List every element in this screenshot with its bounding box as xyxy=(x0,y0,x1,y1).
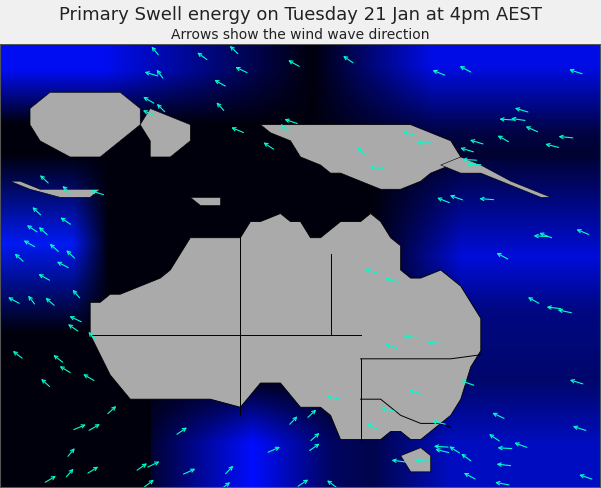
Polygon shape xyxy=(90,213,481,440)
Polygon shape xyxy=(10,181,100,197)
Text: Primary Swell energy on Tuesday 21 Jan at 4pm AEST: Primary Swell energy on Tuesday 21 Jan a… xyxy=(59,6,542,24)
Polygon shape xyxy=(260,124,461,189)
Polygon shape xyxy=(441,157,551,197)
Polygon shape xyxy=(30,92,140,157)
Polygon shape xyxy=(401,447,431,472)
Polygon shape xyxy=(140,108,191,157)
Text: Arrows show the wind wave direction: Arrows show the wind wave direction xyxy=(171,28,430,42)
Polygon shape xyxy=(191,197,221,205)
